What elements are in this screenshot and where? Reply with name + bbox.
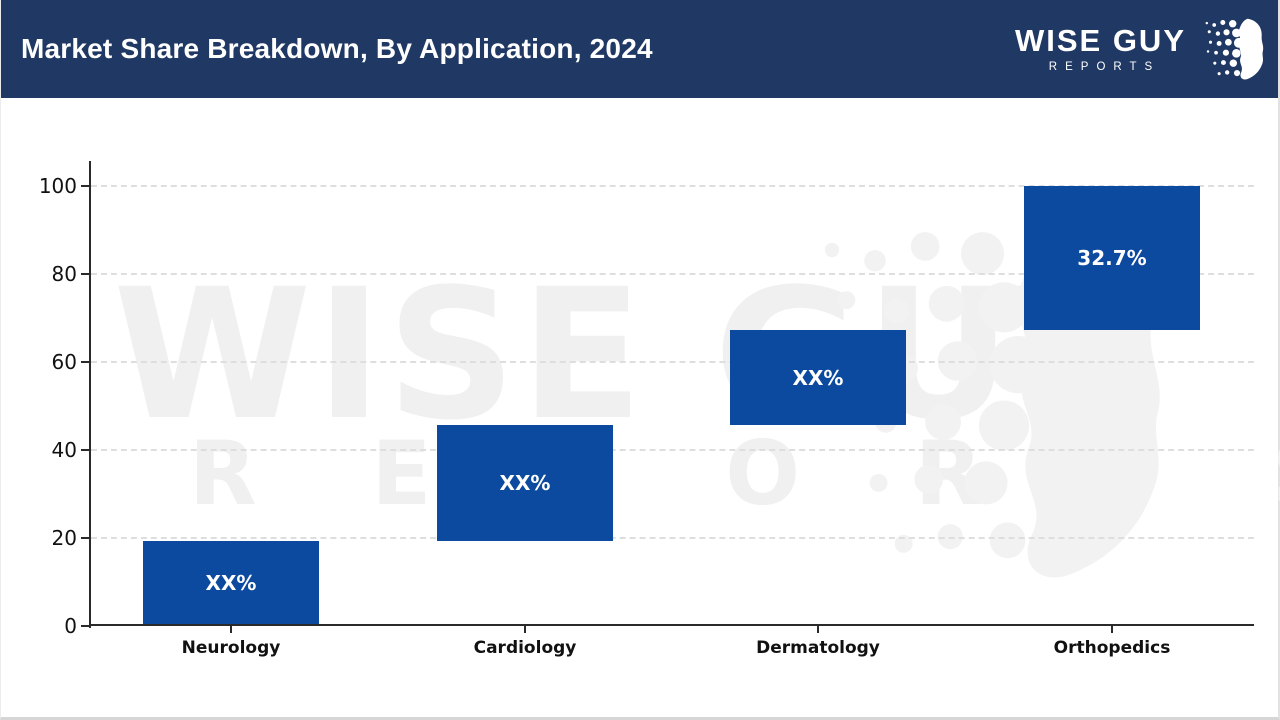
x-tick-mark (524, 626, 526, 633)
gridline-80 (91, 273, 1254, 275)
bar-orthopedics: 32.7% (1024, 186, 1200, 330)
brand-logo: WISE GUY REPORTS (1015, 7, 1266, 91)
y-tick-label-80: 80 (51, 262, 77, 286)
logo-subtitle: REPORTS (1048, 60, 1161, 73)
gridline-20 (91, 537, 1254, 539)
bar-value-label: 32.7% (1077, 245, 1147, 270)
y-tick-label-100: 100 (38, 174, 77, 198)
header-bar: Market Share Breakdown, By Application, … (1, 0, 1278, 98)
gridline-60 (91, 361, 1254, 363)
x-tick-mark (230, 626, 232, 633)
gridline-100 (91, 185, 1254, 187)
bar-dermatology: XX% (730, 329, 906, 426)
y-tick-label-60: 60 (51, 350, 77, 374)
y-tick-label-0: 0 (64, 614, 77, 638)
x-tick-mark (817, 626, 819, 633)
y-tick-label-40: 40 (51, 438, 77, 462)
x-axis-line (89, 624, 1254, 626)
chart-title: Market Share Breakdown, By Application, … (21, 33, 653, 64)
bar-cardiology: XX% (437, 425, 613, 541)
bar-value-label: XX% (499, 470, 551, 495)
y-tick-mark (81, 537, 89, 539)
y-tick-mark (81, 185, 89, 187)
y-tick-mark (81, 361, 89, 363)
gridline-40 (91, 449, 1254, 451)
y-tick-mark (81, 449, 89, 451)
x-category-label-orthopedics: Orthopedics (1053, 638, 1171, 658)
x-category-label-neurology: Neurology (181, 638, 281, 658)
y-axis-line (89, 161, 91, 628)
bar-value-label: XX% (205, 571, 257, 596)
x-tick-mark (1111, 626, 1113, 633)
logo-wordmark: WISE GUY (1014, 22, 1186, 58)
x-category-label-cardiology: Cardiology (473, 638, 577, 658)
y-tick-mark (81, 273, 89, 275)
y-tick-label-20: 20 (51, 526, 77, 550)
brand-logo-text: WISE GUY REPORTS (1015, 25, 1186, 74)
x-category-label-dermatology: Dermatology (756, 638, 880, 658)
bar-value-label: XX% (792, 365, 844, 390)
logo-face-dots-icon (1205, 18, 1264, 80)
y-tick-mark (81, 625, 89, 627)
bar-neurology: XX% (143, 540, 319, 626)
